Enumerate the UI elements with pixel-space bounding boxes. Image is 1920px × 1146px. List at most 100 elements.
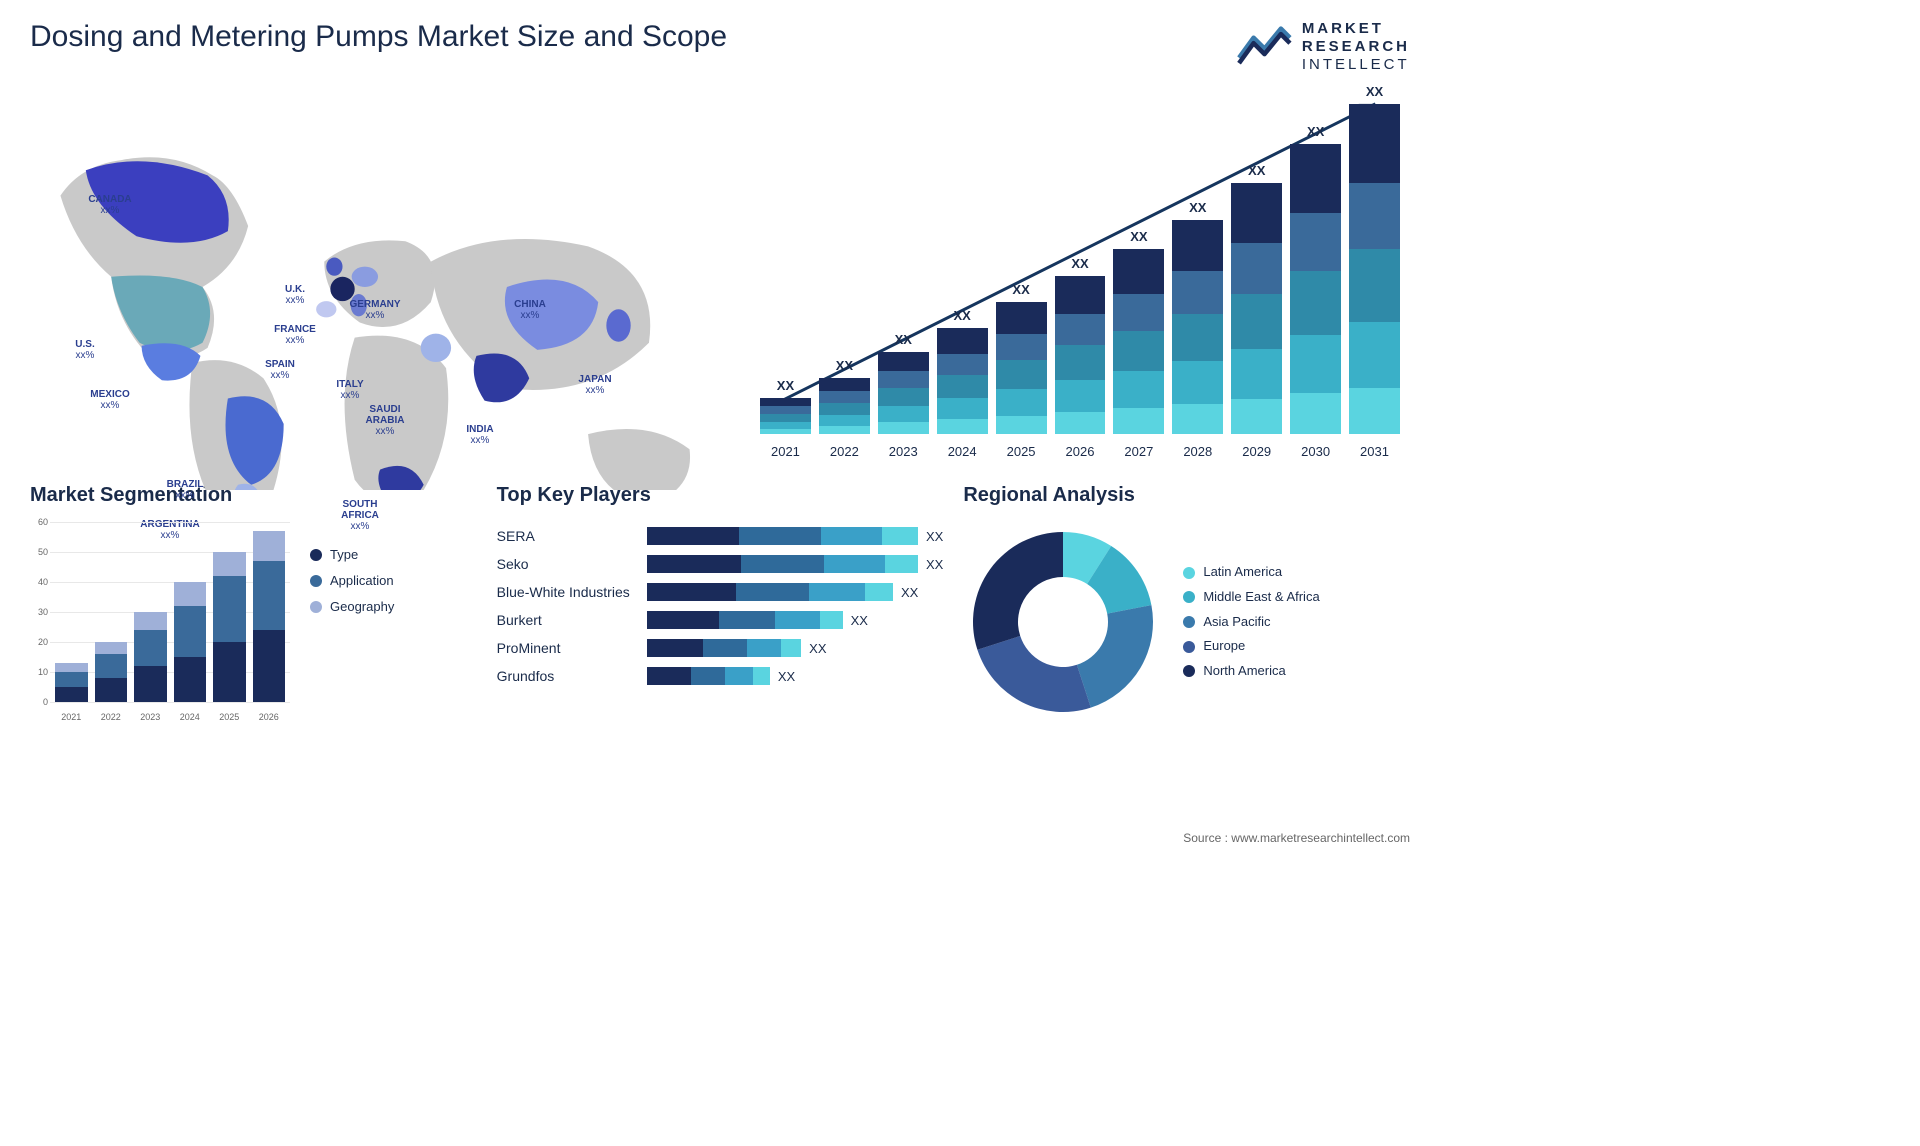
player-label: SERA (497, 522, 637, 550)
forecast-value: XX (1231, 163, 1282, 178)
forecast-value: XX (819, 358, 870, 373)
regional-legend-item: Europe (1183, 634, 1319, 659)
forecast-bar-2022: XX (819, 378, 870, 434)
player-label: Burkert (497, 606, 637, 634)
seg-bar-2024 (174, 582, 207, 702)
player-row: XX (647, 662, 944, 690)
forecast-bar-2021: XX (760, 398, 811, 434)
map-label-france: FRANCExx% (274, 324, 316, 346)
forecast-value: XX (996, 282, 1047, 297)
seg-year-label: 2024 (174, 712, 207, 722)
forecast-year-label: 2024 (937, 444, 988, 459)
player-value: XX (809, 641, 826, 656)
forecast-bar-2031: XX (1349, 104, 1400, 434)
map-label-india: INDIAxx% (466, 424, 493, 446)
forecast-year-label: 2025 (996, 444, 1047, 459)
player-label: Grundfos (497, 662, 637, 690)
player-value: XX (926, 557, 943, 572)
source-attribution: Source : www.marketresearchintellect.com (1183, 831, 1410, 845)
seg-year-label: 2022 (95, 712, 128, 722)
player-row: XX (647, 606, 944, 634)
regional-heading: Regional Analysis (963, 484, 1410, 507)
map-label-spain: SPAINxx% (265, 359, 295, 381)
seg-bar-2025 (213, 552, 246, 702)
seg-ytick: 20 (38, 637, 48, 647)
map-label-us: U.S.xx% (75, 339, 94, 361)
segmentation-panel: Market Segmentation 0102030405060 202120… (30, 484, 477, 722)
regional-legend-item: North America (1183, 659, 1319, 684)
player-value: XX (851, 613, 868, 628)
player-label: ProMinent (497, 634, 637, 662)
forecast-year-label: 2028 (1172, 444, 1223, 459)
seg-legend-item: Application (310, 568, 394, 594)
seg-ytick: 10 (38, 667, 48, 677)
forecast-year-label: 2030 (1290, 444, 1341, 459)
map-label-saudiarabia: SAUDIARABIAxx% (366, 404, 405, 437)
player-row: XX (647, 578, 944, 606)
map-label-brazil: BRAZILxx% (167, 479, 204, 501)
logo-text: MARKET RESEARCH INTELLECT (1302, 20, 1410, 74)
seg-year-label: 2025 (213, 712, 246, 722)
seg-year-label: 2026 (253, 712, 286, 722)
players-panel: Top Key Players SERASekoBlue-White Indus… (497, 484, 944, 722)
player-value: XX (901, 585, 918, 600)
seg-year-label: 2023 (134, 712, 167, 722)
seg-bar-2023 (134, 612, 167, 702)
seg-legend-item: Geography (310, 594, 394, 620)
regional-legend: Latin AmericaMiddle East & AfricaAsia Pa… (1183, 560, 1319, 683)
forecast-year-label: 2029 (1231, 444, 1282, 459)
seg-ytick: 50 (38, 547, 48, 557)
player-row: XX (647, 634, 944, 662)
regional-donut-chart (963, 522, 1163, 722)
forecast-value: XX (1172, 200, 1223, 215)
seg-ytick: 30 (38, 607, 48, 617)
forecast-bar-2025: XX (996, 302, 1047, 434)
forecast-year-label: 2021 (760, 444, 811, 459)
forecast-value: XX (1349, 84, 1400, 99)
forecast-value: XX (1290, 124, 1341, 139)
seg-ytick: 40 (38, 577, 48, 587)
forecast-year-label: 2026 (1055, 444, 1106, 459)
seg-bar-2021 (55, 663, 88, 702)
forecast-year-label: 2027 (1113, 444, 1164, 459)
forecast-bar-2024: XX (937, 328, 988, 434)
map-label-southafrica: SOUTHAFRICAxx% (341, 499, 379, 532)
donut-segment-north-america (973, 532, 1063, 650)
page-title: Dosing and Metering Pumps Market Size an… (30, 20, 727, 54)
forecast-bar-2027: XX (1113, 249, 1164, 434)
forecast-bar-2023: XX (878, 352, 929, 435)
forecast-value: XX (937, 308, 988, 323)
regional-panel: Regional Analysis Latin AmericaMiddle Ea… (963, 484, 1410, 722)
forecast-bar-2029: XX (1231, 183, 1282, 434)
segmentation-chart: 0102030405060 202120222023202420252026 (30, 522, 290, 722)
seg-ytick: 0 (43, 697, 48, 707)
forecast-bar-2028: XX (1172, 220, 1223, 435)
forecast-value: XX (1113, 229, 1164, 244)
player-label: Blue-White Industries (497, 578, 637, 606)
seg-bar-2026 (253, 531, 286, 702)
donut-segment-europe (978, 636, 1091, 712)
player-value: XX (926, 529, 943, 544)
map-label-china: CHINAxx% (514, 299, 546, 321)
seg-bar-2022 (95, 642, 128, 702)
forecast-year-label: 2031 (1349, 444, 1400, 459)
player-value: XX (778, 669, 795, 684)
segmentation-legend: TypeApplicationGeography (310, 522, 394, 722)
forecast-value: XX (878, 332, 929, 347)
seg-ytick: 60 (38, 517, 48, 527)
forecast-year-label: 2022 (819, 444, 870, 459)
map-label-germany: GERMANYxx% (349, 299, 400, 321)
seg-year-label: 2021 (55, 712, 88, 722)
logo-mark-icon (1237, 25, 1292, 70)
map-label-mexico: MEXICOxx% (90, 389, 129, 411)
seg-legend-item: Type (310, 542, 394, 568)
forecast-chart: XXXXXXXXXXXXXXXXXXXXXX 20212022202320242… (750, 84, 1410, 464)
donut-segment-asia-pacific (1077, 605, 1153, 707)
player-row: XX (647, 550, 944, 578)
map-label-canada: CANADAxx% (88, 194, 131, 216)
forecast-bar-2026: XX (1055, 276, 1106, 434)
forecast-year-label: 2023 (878, 444, 929, 459)
player-row: XX (647, 522, 944, 550)
player-label: Seko (497, 550, 637, 578)
forecast-bar-2030: XX (1290, 144, 1341, 434)
